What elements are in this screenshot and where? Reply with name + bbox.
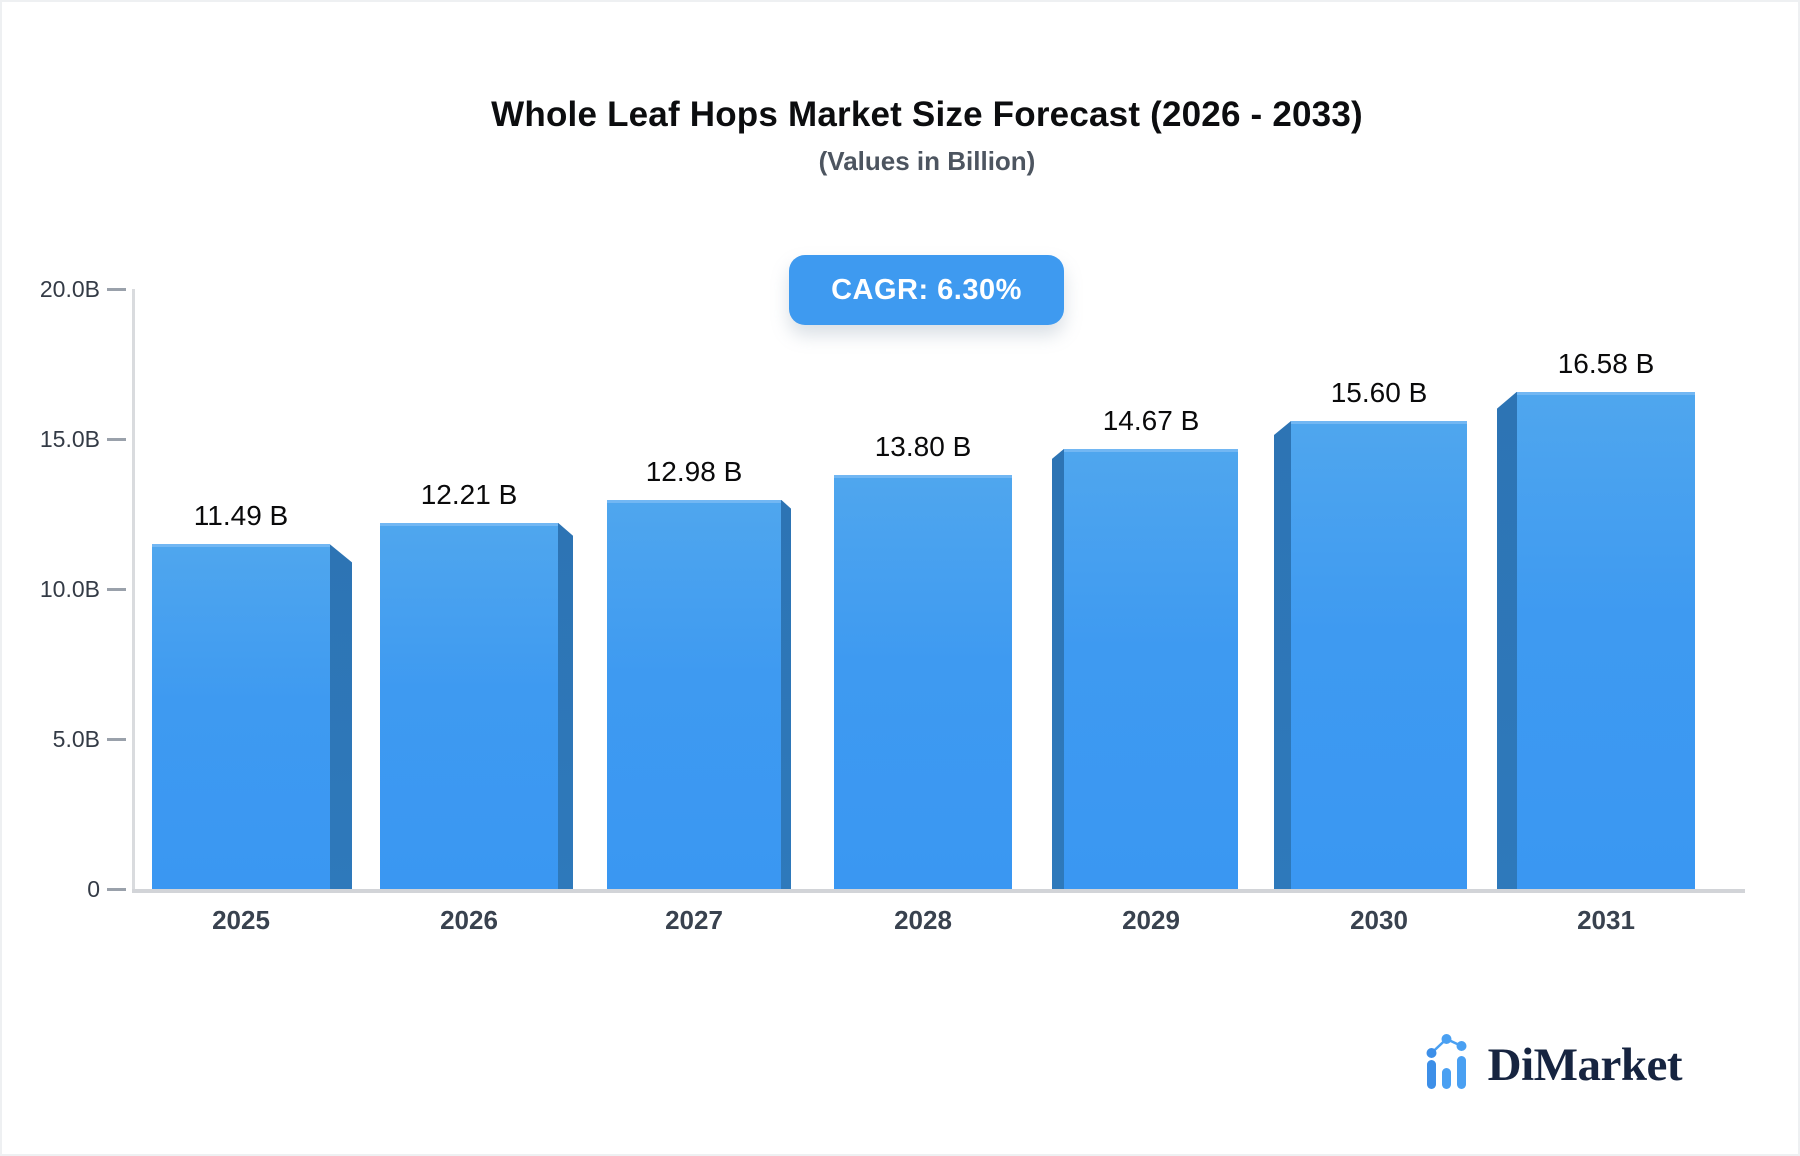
bar-2030: 15.60 B	[1274, 377, 1467, 889]
x-tick-label: 2026	[440, 905, 498, 935]
bar-value-label: 12.98 B	[645, 455, 743, 487]
y-tick-label: 5.0B	[52, 726, 100, 752]
bar-3d-side	[558, 522, 573, 889]
x-tick-label: 2029	[1122, 905, 1180, 935]
bar-3d-side	[1274, 421, 1291, 889]
y-tick-label: 20.0B	[39, 276, 100, 302]
y-tick-mark	[107, 588, 126, 591]
bar-value-label: 11.49 B	[193, 500, 289, 532]
y-tick-mark	[107, 738, 126, 741]
bar-2026: 12.21 B	[380, 479, 573, 889]
x-axis-line	[132, 889, 1745, 893]
logo-wordmark: DiMarket	[1487, 1039, 1683, 1091]
bar-value-label: 13.80 B	[874, 431, 972, 462]
x-tick-label: 2025	[212, 905, 270, 935]
x-tick-label: 2028	[894, 905, 952, 935]
bar-face	[1291, 421, 1467, 889]
y-tick-label: 0	[87, 876, 100, 902]
bar-value-label: 15.60 B	[1330, 377, 1428, 408]
bar-3d-side	[1497, 391, 1517, 889]
bar-face	[1064, 448, 1238, 889]
y-tick-mark	[107, 288, 126, 291]
bar-face	[380, 522, 558, 889]
chart-title: Whole Leaf Hops Market Size Forecast (20…	[491, 95, 1363, 134]
bar-value-label: 14.67 B	[1102, 404, 1200, 436]
y-axis-line	[132, 289, 135, 891]
bar-chart-plot: 20.0B 15.0B 10.0B 5.0B 0 11.49 B 12.21 B…	[2, 276, 1798, 935]
y-tick-mark	[107, 888, 126, 891]
bar-3d-side	[781, 499, 791, 889]
chart-header: Whole Leaf Hops Market Size Forecast (20…	[52, 94, 1798, 177]
bar-2029: 14.67 B	[1052, 405, 1238, 889]
x-tick-label: 2027	[665, 905, 723, 935]
bar-3d-side	[330, 544, 352, 889]
bar-face	[152, 544, 330, 889]
bar-value-label: 12.21 B	[420, 478, 518, 510]
dimarket-logo: DiMarket	[1426, 1032, 1683, 1091]
bar-value-label: 16.58 B	[1557, 347, 1655, 379]
bar-chart-trend-icon	[1426, 1034, 1467, 1089]
chart-subtitle: (Values in Billion)	[818, 146, 1036, 176]
bar-2025: 11.49 B	[152, 500, 352, 889]
bar-face	[834, 475, 1012, 889]
y-tick-label: 15.0B	[39, 426, 100, 452]
x-tick-label: 2031	[1577, 905, 1635, 935]
y-tick-mark	[107, 438, 126, 441]
bar-face	[607, 499, 781, 889]
bar-2031: 16.58 B	[1497, 348, 1695, 889]
cagr-badge: CAGR: 6.30%	[789, 255, 1064, 325]
y-tick-label: 10.0B	[39, 576, 100, 602]
bar-face	[1517, 391, 1695, 889]
bar-2028: 13.80 B	[834, 431, 1012, 889]
bar-2027: 12.98 B	[607, 456, 791, 889]
x-tick-label: 2030	[1350, 905, 1408, 935]
bar-3d-side	[1052, 448, 1064, 889]
